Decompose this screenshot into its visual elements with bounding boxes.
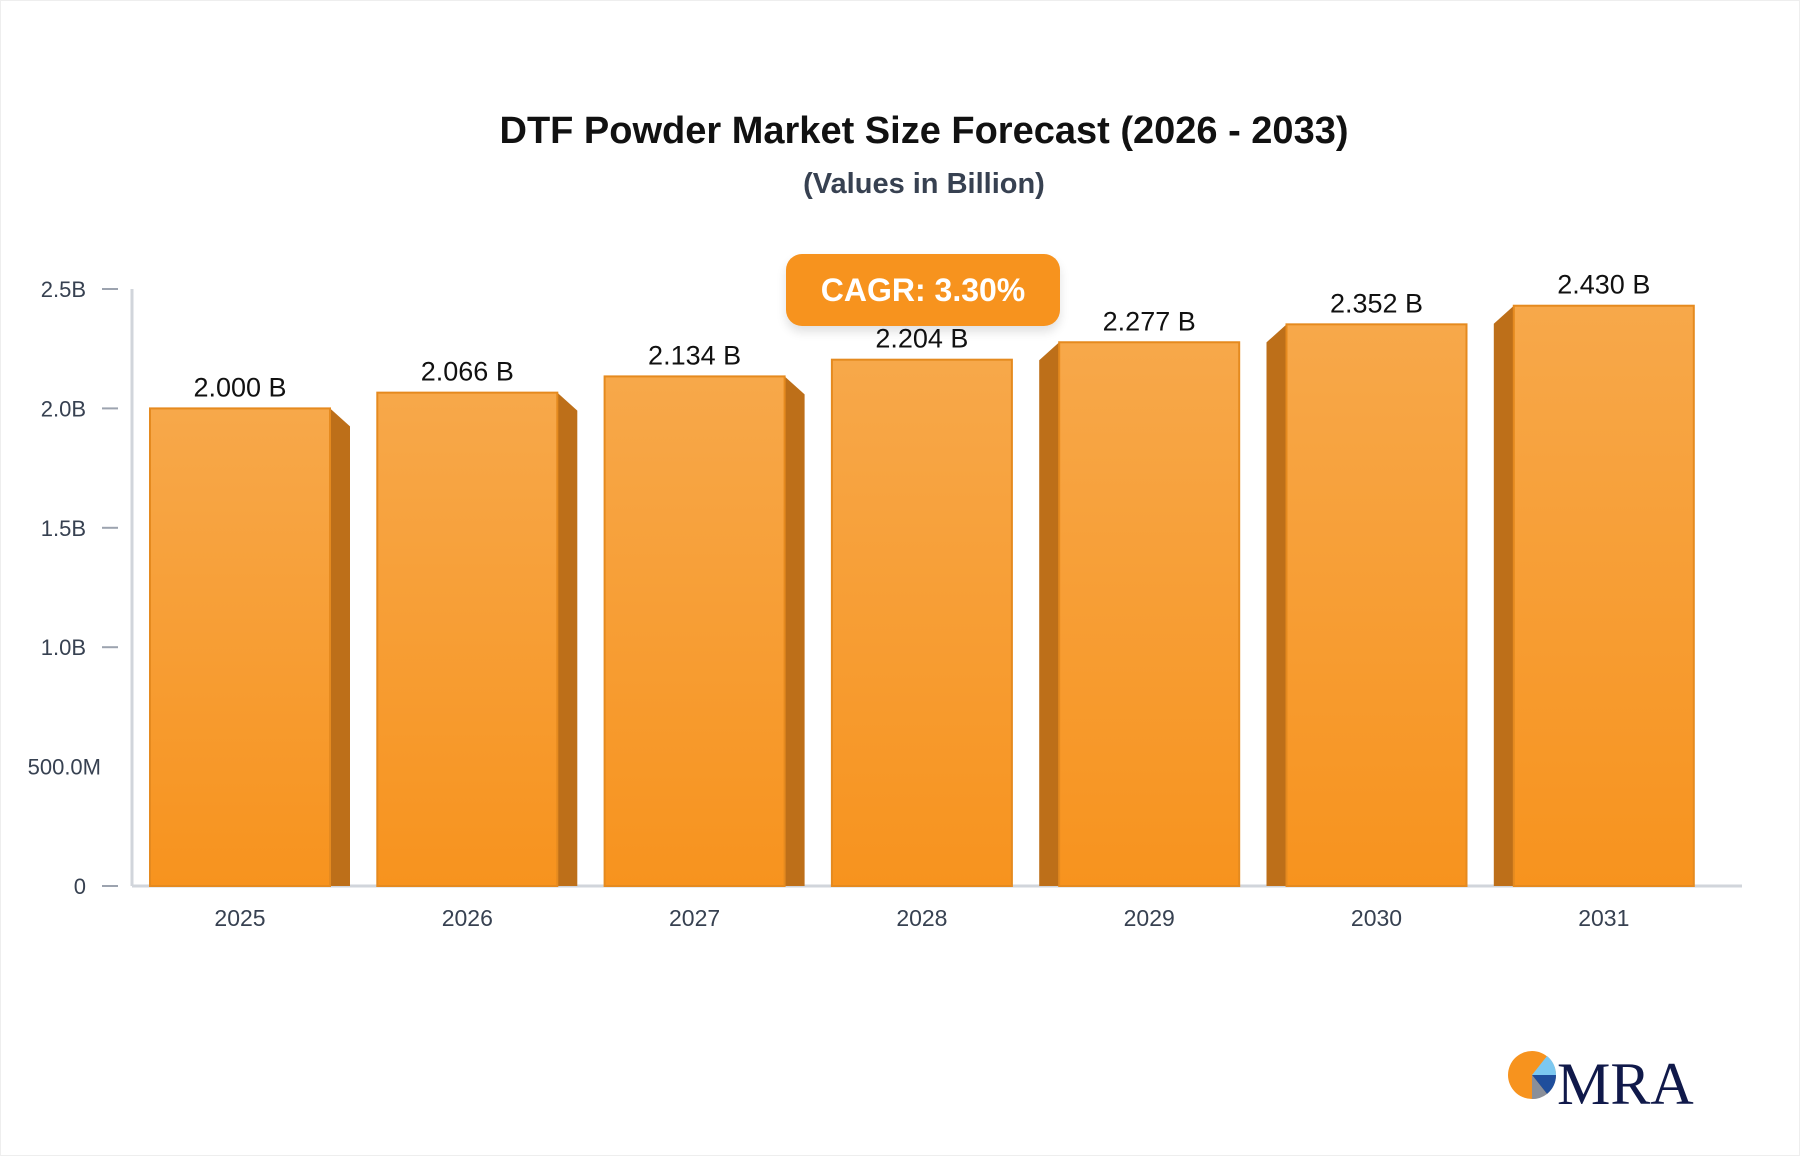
y-tick-label: 2.0B bbox=[41, 396, 86, 421]
svg-text:MRA: MRA bbox=[1557, 1051, 1694, 1110]
data-label: 2.134 B bbox=[648, 340, 741, 370]
x-tick-label: 2030 bbox=[1351, 905, 1402, 931]
chart-title: DTF Powder Market Size Forecast (2026 - … bbox=[499, 110, 1349, 152]
bar bbox=[1512, 304, 1695, 887]
bar-side bbox=[330, 408, 350, 886]
bar-side bbox=[1039, 342, 1060, 886]
bar bbox=[830, 358, 1013, 887]
bar-side bbox=[1493, 305, 1514, 886]
bar bbox=[149, 407, 331, 887]
bar-side bbox=[557, 392, 578, 886]
y-tick-label: 1.0B bbox=[41, 635, 86, 660]
cagr-badge: CAGR: 3.30% bbox=[786, 254, 1060, 326]
x-tick-label: 2025 bbox=[214, 905, 265, 931]
y-tick-label: 500.0M bbox=[28, 755, 101, 780]
y-tick-label: 1.5B bbox=[41, 516, 86, 541]
bar bbox=[603, 375, 786, 887]
data-label: 2.352 B bbox=[1330, 288, 1423, 318]
y-tick-label: 0 bbox=[74, 874, 86, 899]
bar-side bbox=[1266, 324, 1287, 886]
bar bbox=[376, 391, 559, 887]
data-label: 2.204 B bbox=[875, 324, 968, 354]
bar-side bbox=[784, 376, 805, 886]
bar bbox=[1285, 323, 1468, 887]
y-tick-label: 2.5B bbox=[41, 277, 86, 302]
x-tick-label: 2029 bbox=[1124, 905, 1175, 931]
bar bbox=[1058, 341, 1241, 888]
x-tick-label: 2027 bbox=[669, 905, 720, 931]
chart-subtitle: (Values in Billion) bbox=[803, 168, 1045, 200]
x-tick-label: 2031 bbox=[1578, 905, 1629, 931]
x-tick-label: 2028 bbox=[896, 905, 947, 931]
data-label: 2.066 B bbox=[421, 357, 514, 387]
data-label: 2.430 B bbox=[1557, 270, 1650, 300]
x-tick-label: 2026 bbox=[442, 905, 493, 931]
data-label: 2.277 B bbox=[1103, 306, 1196, 336]
data-label: 2.000 B bbox=[193, 372, 286, 402]
mra-logo: MRA bbox=[1505, 1040, 1695, 1110]
